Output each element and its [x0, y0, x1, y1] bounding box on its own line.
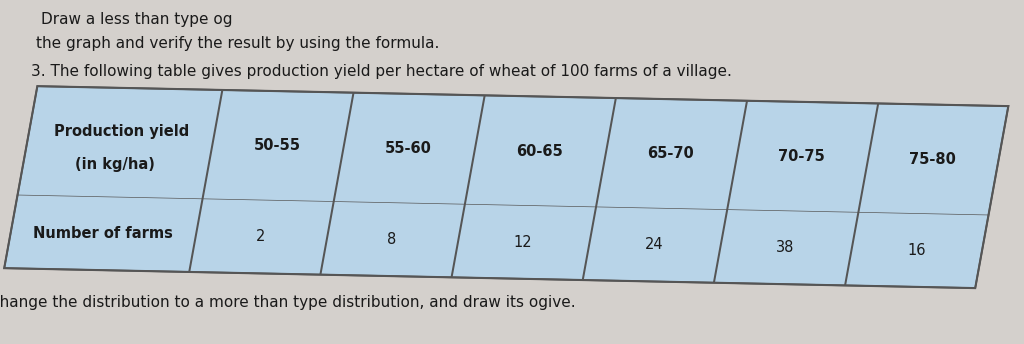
Text: Number of farms: Number of farms — [33, 226, 173, 241]
Text: Draw a less than type og: Draw a less than type og — [41, 12, 232, 27]
Text: 8: 8 — [387, 232, 396, 247]
Text: (in kg/ha): (in kg/ha) — [76, 157, 156, 172]
Text: 65-70: 65-70 — [647, 147, 694, 161]
Text: 60-65: 60-65 — [516, 144, 563, 159]
Text: 70-75: 70-75 — [778, 149, 825, 164]
Text: 2: 2 — [256, 229, 265, 244]
Text: 16: 16 — [907, 243, 926, 258]
Text: the graph and verify the result by using the formula.: the graph and verify the result by using… — [36, 36, 439, 51]
Text: 55-60: 55-60 — [385, 141, 431, 156]
Text: 38: 38 — [776, 240, 795, 255]
Text: Production yield: Production yield — [54, 124, 189, 139]
Text: 75-80: 75-80 — [909, 152, 956, 167]
Text: Change the distribution to a more than type distribution, and draw its ogive.: Change the distribution to a more than t… — [0, 295, 575, 310]
Text: 50-55: 50-55 — [254, 138, 300, 153]
Text: 24: 24 — [644, 237, 664, 252]
Text: 12: 12 — [513, 235, 532, 250]
Text: 3. The following table gives production yield per hectare of wheat of 100 farms : 3. The following table gives production … — [31, 64, 732, 79]
